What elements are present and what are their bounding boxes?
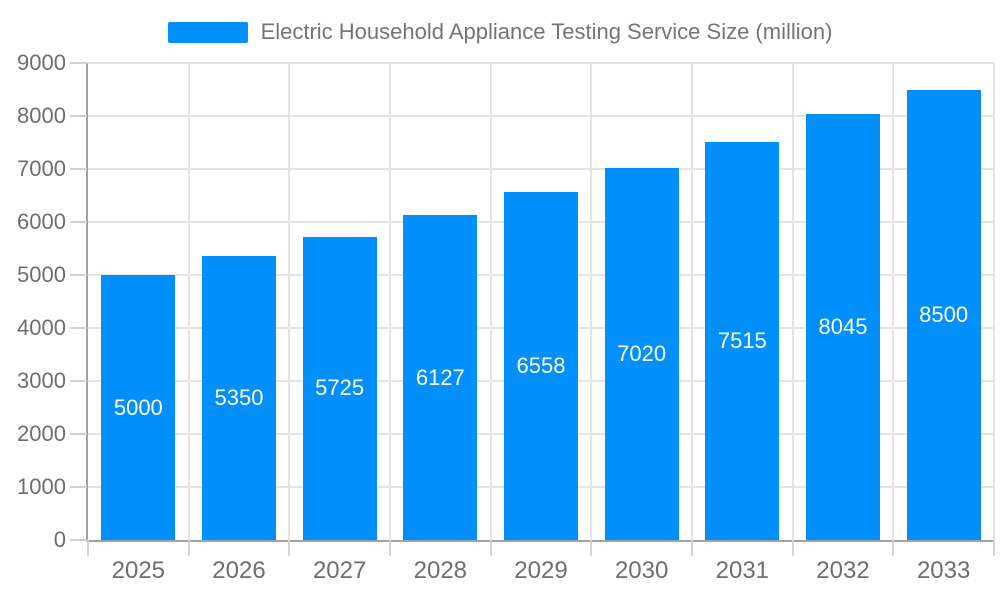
y-tick-label: 5000 xyxy=(17,262,66,287)
legend[interactable]: Electric Household Appliance Testing Ser… xyxy=(0,14,1000,50)
y-tick xyxy=(70,380,87,382)
legend-marker-icon xyxy=(167,21,248,43)
y-tick-label: 4000 xyxy=(17,315,66,340)
bar-value-label: 5350 xyxy=(214,385,264,411)
y-tick-label: 8000 xyxy=(17,103,66,128)
y-tick xyxy=(70,168,87,170)
x-tick xyxy=(187,540,190,556)
x-tick-label: 2033 xyxy=(916,557,971,584)
x-tick-label: 2025 xyxy=(111,557,166,584)
v-gridline xyxy=(791,63,794,540)
plot-area: 5000 5350 5725 6127 6558 7020 7515 8045 8500 xyxy=(86,62,995,542)
x-axis-line xyxy=(86,540,994,542)
v-gridline xyxy=(389,63,391,540)
bar[interactable]: 5350 xyxy=(202,256,276,540)
bar[interactable]: 8045 xyxy=(806,113,880,540)
bar-value-label: 5000 xyxy=(113,394,163,420)
bar[interactable]: 7020 xyxy=(604,167,679,540)
v-gridline xyxy=(892,63,895,540)
x-tick xyxy=(590,540,593,556)
y-tick xyxy=(70,486,87,488)
y-tick xyxy=(70,115,87,117)
x-tick xyxy=(87,540,89,556)
v-gridline xyxy=(691,63,693,540)
y-tick xyxy=(70,221,87,223)
bar-value-label: 5725 xyxy=(315,375,365,401)
y-tick-label: 7000 xyxy=(17,156,66,181)
v-gridline xyxy=(590,63,593,540)
x-tick-label: 2029 xyxy=(514,557,568,584)
h-gridline xyxy=(88,168,994,170)
x-tick xyxy=(892,540,895,556)
bar[interactable]: 8500 xyxy=(906,89,981,540)
bar-value-label: 8045 xyxy=(818,313,868,339)
x-tick xyxy=(288,540,291,556)
y-tick-label: 9000 xyxy=(17,50,66,75)
x-tick-label: 2026 xyxy=(212,557,266,584)
x-tick xyxy=(389,540,391,556)
v-gridline xyxy=(993,63,995,540)
y-tick-label: 3000 xyxy=(17,368,66,393)
bar[interactable]: 6558 xyxy=(504,192,578,540)
legend-series-label: Electric Household Appliance Testing Ser… xyxy=(260,19,833,44)
x-tick xyxy=(791,540,794,556)
x-tick-label: 2031 xyxy=(715,557,770,584)
y-tick xyxy=(70,274,87,276)
bar-value-label: 7020 xyxy=(617,340,667,366)
bar-value-label: 6558 xyxy=(516,353,566,379)
y-tick-label: 2000 xyxy=(17,421,66,446)
x-tick-label: 2032 xyxy=(816,557,870,584)
h-gridline xyxy=(88,62,994,64)
v-gridline xyxy=(489,63,492,540)
x-tick xyxy=(489,540,492,556)
bar[interactable]: 6127 xyxy=(403,215,478,540)
x-tick-label: 2027 xyxy=(312,557,367,584)
x-tick-label: 2030 xyxy=(614,557,669,584)
y-tick xyxy=(70,62,87,64)
x-tick xyxy=(691,540,693,556)
bar-value-label: 6127 xyxy=(415,364,465,390)
bar-value-label: 8500 xyxy=(919,301,969,327)
x-tick-label: 2028 xyxy=(413,557,468,584)
y-tick-label: 0 xyxy=(53,527,66,552)
y-tick xyxy=(70,327,87,329)
h-gridline xyxy=(88,115,994,117)
bar[interactable]: 5725 xyxy=(302,236,377,540)
bar[interactable]: 7515 xyxy=(705,141,780,540)
v-gridline xyxy=(187,63,190,540)
y-tick-label: 1000 xyxy=(17,474,66,499)
y-axis-line xyxy=(86,63,88,540)
bar[interactable]: 5000 xyxy=(101,275,176,540)
x-tick xyxy=(993,540,995,556)
y-tick xyxy=(70,539,87,541)
y-tick-label: 6000 xyxy=(17,209,66,234)
bar-value-label: 7515 xyxy=(717,327,767,353)
v-gridline xyxy=(288,63,291,540)
y-tick xyxy=(70,433,87,435)
